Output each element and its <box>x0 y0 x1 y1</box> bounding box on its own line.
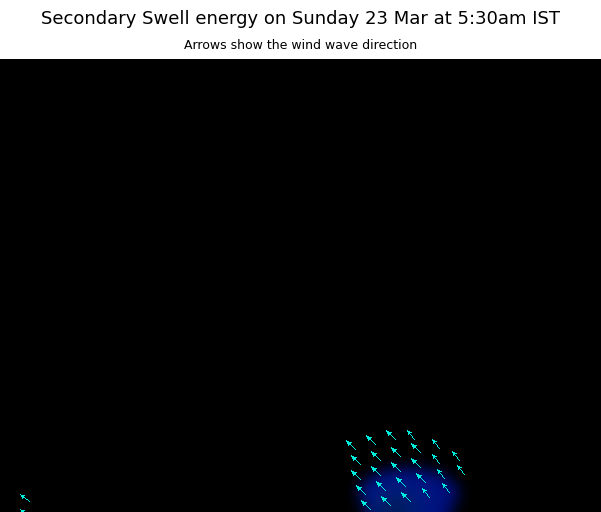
Text: Arrows show the wind wave direction: Arrows show the wind wave direction <box>184 39 417 52</box>
Text: Secondary Swell energy on Sunday 23 Mar at 5:30am IST: Secondary Swell energy on Sunday 23 Mar … <box>41 10 560 28</box>
